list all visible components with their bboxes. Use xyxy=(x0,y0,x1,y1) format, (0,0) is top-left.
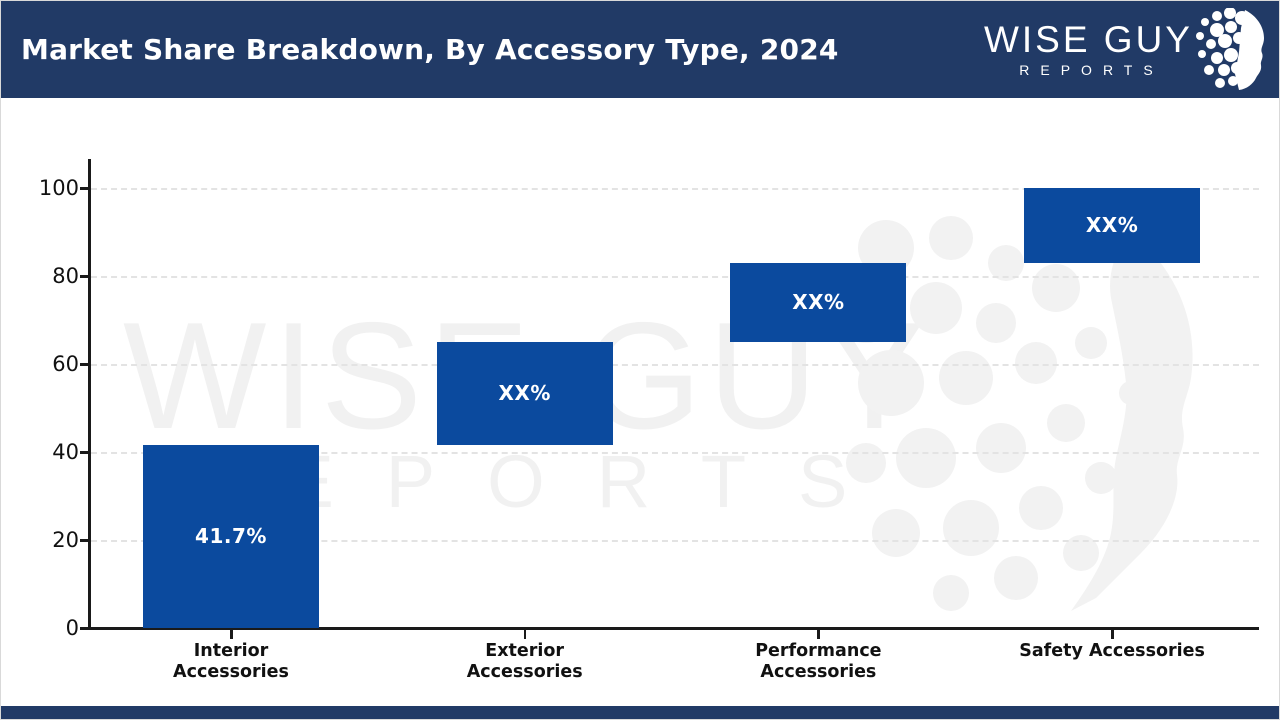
y-tick-80 xyxy=(80,275,89,278)
bar-performance-accessories: XX% xyxy=(730,262,907,342)
gridline-60 xyxy=(91,364,1259,366)
y-tick-60 xyxy=(80,363,89,366)
x-category-label: Exterior Accessories xyxy=(466,641,583,683)
bar-interior-accessories: 41.7% xyxy=(143,444,319,628)
bar-exterior-accessories: XX% xyxy=(436,342,613,445)
bar-value-label: XX% xyxy=(498,381,551,406)
x-axis-line xyxy=(88,627,1259,630)
bar-safety-accessories: XX% xyxy=(1024,188,1201,263)
y-tick-0 xyxy=(80,627,89,630)
gridline-40 xyxy=(91,452,1259,454)
gridline-80 xyxy=(91,276,1259,278)
y-tick-label: 20 xyxy=(52,528,79,552)
y-tick-label: 60 xyxy=(52,352,79,376)
x-tick-3 xyxy=(1111,630,1114,639)
x-category-label: Interior Accessories xyxy=(173,641,289,683)
logo-subtext: REPORTS xyxy=(1019,62,1164,78)
page-title: Market Share Breakdown, By Accessory Typ… xyxy=(21,33,839,66)
gridline-20 xyxy=(91,540,1259,542)
footer-bar xyxy=(1,706,1279,719)
x-tick-2 xyxy=(817,630,820,639)
y-tick-20 xyxy=(80,539,89,542)
y-axis-line xyxy=(88,159,91,629)
logo-head-icon xyxy=(1196,7,1264,90)
y-tick-40 xyxy=(80,451,89,454)
x-category-label: Performance Accessories xyxy=(755,641,882,683)
y-tick-label: 40 xyxy=(52,440,79,464)
wiseguy-logo: WISE GUY REPORTS xyxy=(984,7,1279,92)
y-tick-label: 80 xyxy=(52,264,79,288)
watermark-head-icon xyxy=(836,216,1193,611)
gridline-100 xyxy=(91,188,1259,190)
logo-wordmark: WISE GUY xyxy=(983,19,1193,60)
bar-value-label: XX% xyxy=(1085,213,1139,238)
logo-text: WISE GUY REPORTS xyxy=(984,21,1193,78)
x-tick-0 xyxy=(230,630,233,639)
y-tick-100 xyxy=(80,187,89,190)
bar-value-label: XX% xyxy=(792,290,845,315)
y-tick-label: 0 xyxy=(65,616,79,640)
x-tick-1 xyxy=(523,630,527,639)
x-category-label: Safety Accessories xyxy=(1019,641,1205,661)
header: Market Share Breakdown, By Accessory Typ… xyxy=(1,1,1279,98)
bar-value-label: 41.7% xyxy=(195,524,267,549)
y-tick-label: 100 xyxy=(38,176,79,200)
